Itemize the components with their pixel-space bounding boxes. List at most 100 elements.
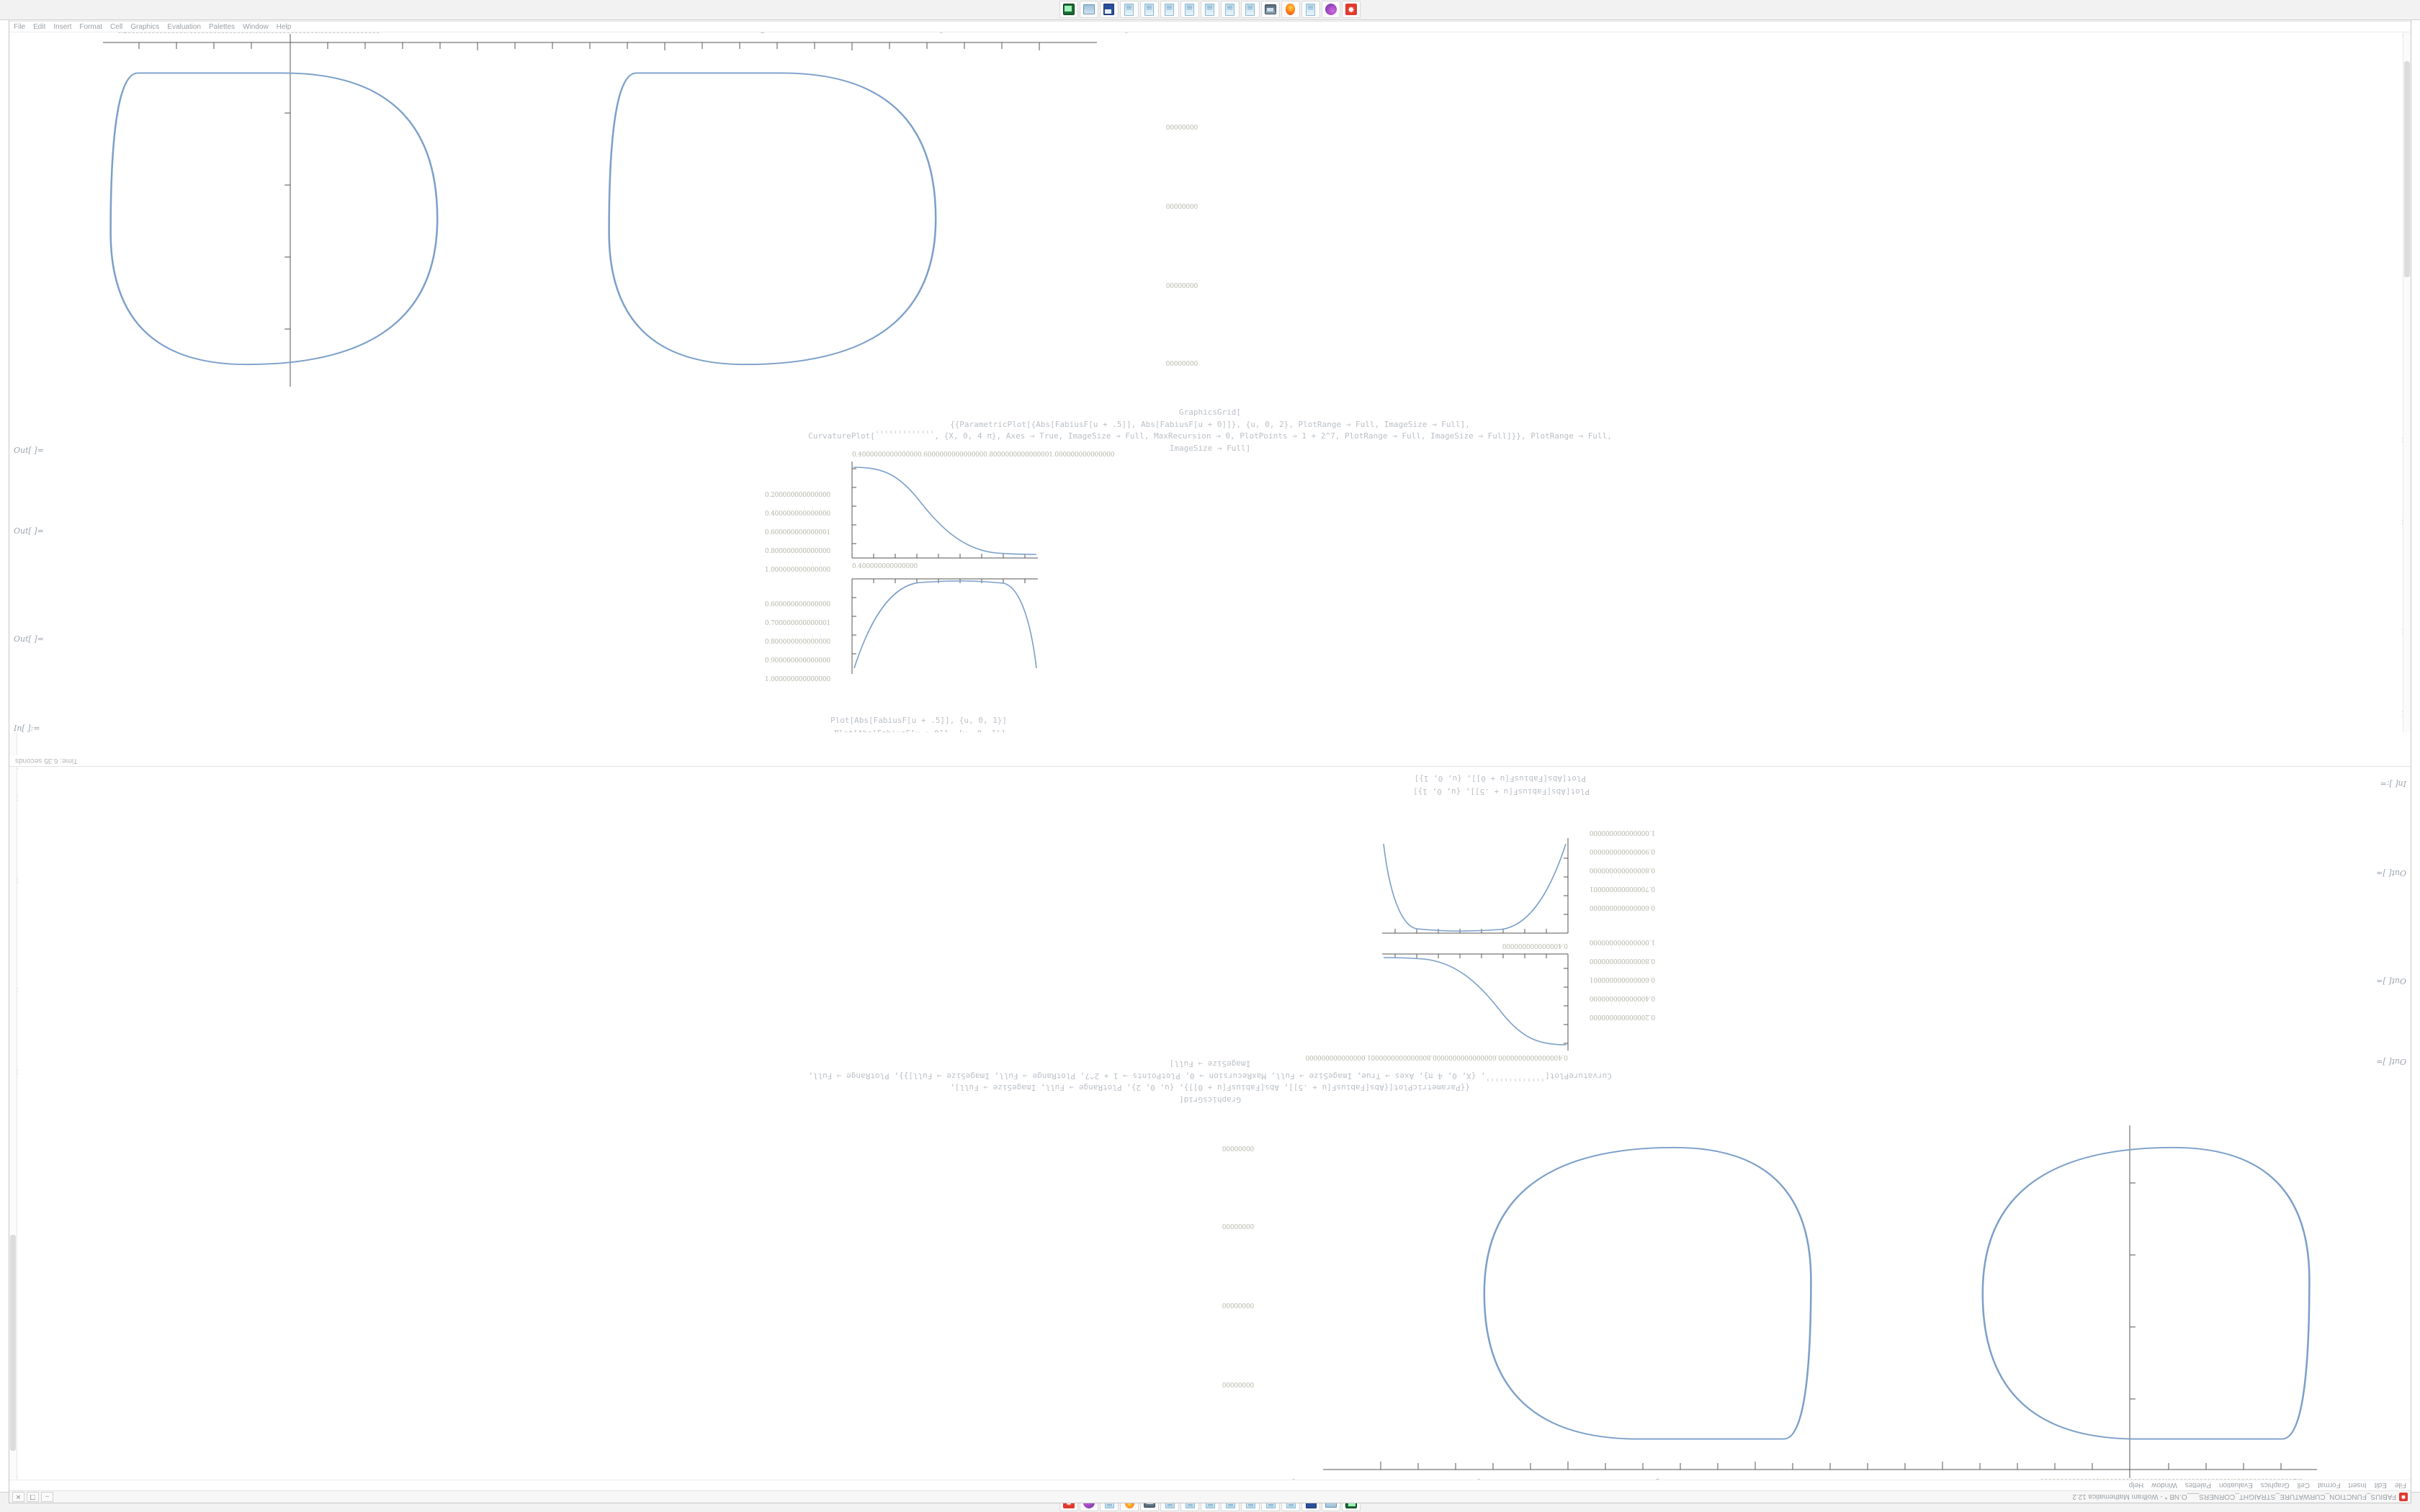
taskbar-item-notebook-3[interactable] [1201, 1, 1219, 19]
save-icon [1103, 4, 1115, 16]
parametric-xtick-labels: 0.200000000000000​0.400000000000000​0.60… [117, 32, 380, 35]
window-title: FABIUS_FUNCTION_CURWATURE_STRAIGHT_CORNE… [2072, 1493, 2396, 1501]
menu-bar[interactable]: File Edit Insert Format Cell Graphics Ev… [9, 22, 2411, 32]
in-label-plots: In[ ]:= [2380, 779, 2406, 788]
menu-item-evaluation[interactable]: Evaluation [167, 22, 201, 31]
plot-code-a[interactable]: Plot[Abs[FabiusF[u + .5]], {u, 0, 1}] [830, 716, 1008, 725]
menu-item-window[interactable]: Window [2151, 1481, 2177, 1490]
menu-item-evaluation[interactable]: Evaluation [2219, 1481, 2253, 1490]
menu-item-edit[interactable]: Edit [2374, 1481, 2387, 1490]
evaluation-timer: Time: 6.35 seconds [15, 757, 78, 765]
window-titlebar[interactable]: FABIUS_FUNCTION_CURWATURE_STRAIGHT_CORNE… [9, 1490, 2411, 1503]
taskbar-item-wolfram[interactable] [1342, 1, 1361, 19]
fabius-descending-svg [851, 462, 1038, 559]
fabius-descending-ytick-5: 1.000000000000000 [764, 567, 830, 574]
restore-button[interactable]: ❐ [27, 1492, 39, 1502]
menu-item-file[interactable]: File [2394, 1481, 2406, 1490]
taskbar-item-notebook-6[interactable] [1140, 1, 1159, 19]
parametric-xtick-one: 1 [1291, 1477, 1296, 1480]
out-label-plot-b: Out[ ]= [2376, 868, 2406, 878]
notebook-icon [1205, 4, 1215, 16]
fabius-descending-ytick-4: 0.800000000000000 [764, 548, 830, 555]
graphicsgrid-code-block[interactable]: GraphicsGrid[ {{ParametricPlot[{Abs[Fabi… [808, 408, 1612, 453]
squircle-curve-left [1981, 1146, 2311, 1440]
taskbar-item-screen[interactable] [1080, 1, 1098, 19]
plot-code-a[interactable]: Plot[Abs[FabiusF[u + .5]], {u, 0, 1}] [1412, 787, 1590, 796]
fabius-descending-ytick-2: 0.400000000000000 [764, 510, 830, 518]
close-button[interactable]: ✕ [12, 1492, 24, 1502]
notebook-icon [1245, 4, 1255, 16]
fabius-arch-svg [851, 578, 1038, 674]
fabius-descending-svg [1382, 953, 1569, 1050]
menu-item-file[interactable]: File [14, 22, 26, 31]
parametric-xtick-one: 1 [1124, 32, 1129, 35]
taskbar[interactable] [0, 0, 2420, 20]
fabius-arch-ytick-1: 0.600000000000000 [764, 601, 830, 608]
notebook-icon [1225, 4, 1235, 16]
fabius-descending-plot [1381, 947, 1590, 1055]
taskbar-item-notebook-7[interactable] [1120, 1, 1139, 19]
parametric-xtick-labels: 0.200000000000000​0.400000000000000​0.60… [2040, 1477, 2303, 1480]
fabius-arch-plot [830, 569, 1039, 677]
taskbar-item-flame-app[interactable] [1281, 1, 1300, 19]
menu-item-insert[interactable]: Insert [2348, 1481, 2367, 1490]
window-controls[interactable]: – ❐ ✕ [12, 1492, 53, 1502]
fabius-arch-ytick-2: 0.700000000000001 [1590, 885, 1656, 892]
notebook-body[interactable]: Out[ ]= [9, 32, 2411, 780]
parametric-plot-svg [103, 34, 1097, 387]
fabius-arch-plot [1381, 835, 1590, 943]
fabius-descending-ytick-1: 0.200000000000000 [764, 492, 830, 499]
taskbar-item-notebook-5[interactable] [1160, 1, 1179, 19]
fabius-arch-xticks: 0.400000000000000 [1502, 942, 1568, 949]
menu-item-graphics[interactable]: Graphics [2260, 1481, 2290, 1490]
parametric-rounded-square-plot [96, 32, 1104, 401]
parametric-ytick-4: 00000000 [1222, 1144, 1255, 1151]
out-label-plot-a: Out[ ]= [2376, 976, 2406, 986]
parametric-xtick-minus2: -2 [1656, 1477, 1662, 1480]
out-label-parametric: Out[ ]= [14, 446, 44, 455]
parametric-ytick-2: 00000000 [1165, 204, 1198, 211]
notebook-vertical-scrollbar[interactable] [2403, 32, 2411, 780]
taskbar-item-monitor[interactable] [1261, 1, 1280, 19]
menu-item-cell[interactable]: Cell [2297, 1481, 2310, 1490]
parametric-plot-svg [1323, 1125, 2317, 1478]
taskbar-item-notebook-1[interactable] [1241, 1, 1260, 19]
taskbar-item-notebook-2[interactable] [1221, 1, 1240, 19]
fabius-descending-xticks: 0.400000000000000​0.600000000000000​0.80… [852, 451, 1115, 459]
parametric-ytick-4: 00000000 [1165, 361, 1198, 368]
taskbar-item-terminal[interactable] [1059, 1, 1078, 19]
graphicsgrid-code-block[interactable]: GraphicsGrid[ {{ParametricPlot[{Abs[Fabi… [808, 1059, 1612, 1105]
menu-bar[interactable]: File Edit Insert Format Cell Graphics Ev… [9, 1480, 2411, 1490]
menu-item-help[interactable]: Help [276, 22, 292, 31]
parametric-ytick-1: 00000000 [1165, 125, 1198, 132]
fabius-descending-ytick-2: 0.400000000000000 [1590, 994, 1656, 1002]
fabius-arch-svg [1382, 838, 1569, 934]
parametric-xtick-minus1: -1 [1477, 1477, 1483, 1480]
notebook-body[interactable]: Out[ ]= [9, 732, 2411, 1480]
minimize-button[interactable]: – [41, 1492, 53, 1502]
menu-item-edit[interactable]: Edit [33, 22, 46, 31]
fabius-descending-xticks: 0.400000000000000​0.600000000000000​0.80… [1305, 1053, 1568, 1061]
menu-item-format[interactable]: Format [2317, 1481, 2341, 1490]
parametric-ytick-3: 00000000 [1165, 283, 1198, 290]
taskbar-item-save[interactable] [1100, 1, 1119, 19]
menu-item-help[interactable]: Help [2128, 1481, 2144, 1490]
menu-item-format[interactable]: Format [79, 22, 103, 31]
menu-item-palettes[interactable]: Palettes [209, 22, 236, 31]
menu-item-palettes[interactable]: Palettes [2184, 1481, 2211, 1490]
notebook-vertical-scrollbar[interactable] [9, 732, 17, 1480]
taskbar-item-purple-app[interactable] [1322, 1, 1340, 19]
fabius-descending-ytick-5: 1.000000000000000 [1590, 938, 1656, 945]
plot-code-b[interactable]: Plot[Abs[FabiusF[u + 0]], {u, 0, 1}] [1414, 774, 1586, 783]
menu-item-window[interactable]: Window [243, 22, 269, 31]
mathematica-window[interactable]: FABIUS_FUNCTION_CURWATURE_STRAIGHT_CORNE… [9, 732, 2411, 1503]
menu-item-insert[interactable]: Insert [53, 22, 72, 31]
menu-item-cell[interactable]: Cell [110, 22, 123, 31]
menu-item-graphics[interactable]: Graphics [130, 22, 160, 31]
out-label-plot-a: Out[ ]= [14, 526, 44, 536]
notebook-icon [1185, 4, 1195, 16]
taskbar-item-notebook-4[interactable] [1180, 1, 1199, 19]
notebook-icon [1124, 4, 1134, 16]
taskbar-item-document[interactable] [1301, 1, 1320, 19]
